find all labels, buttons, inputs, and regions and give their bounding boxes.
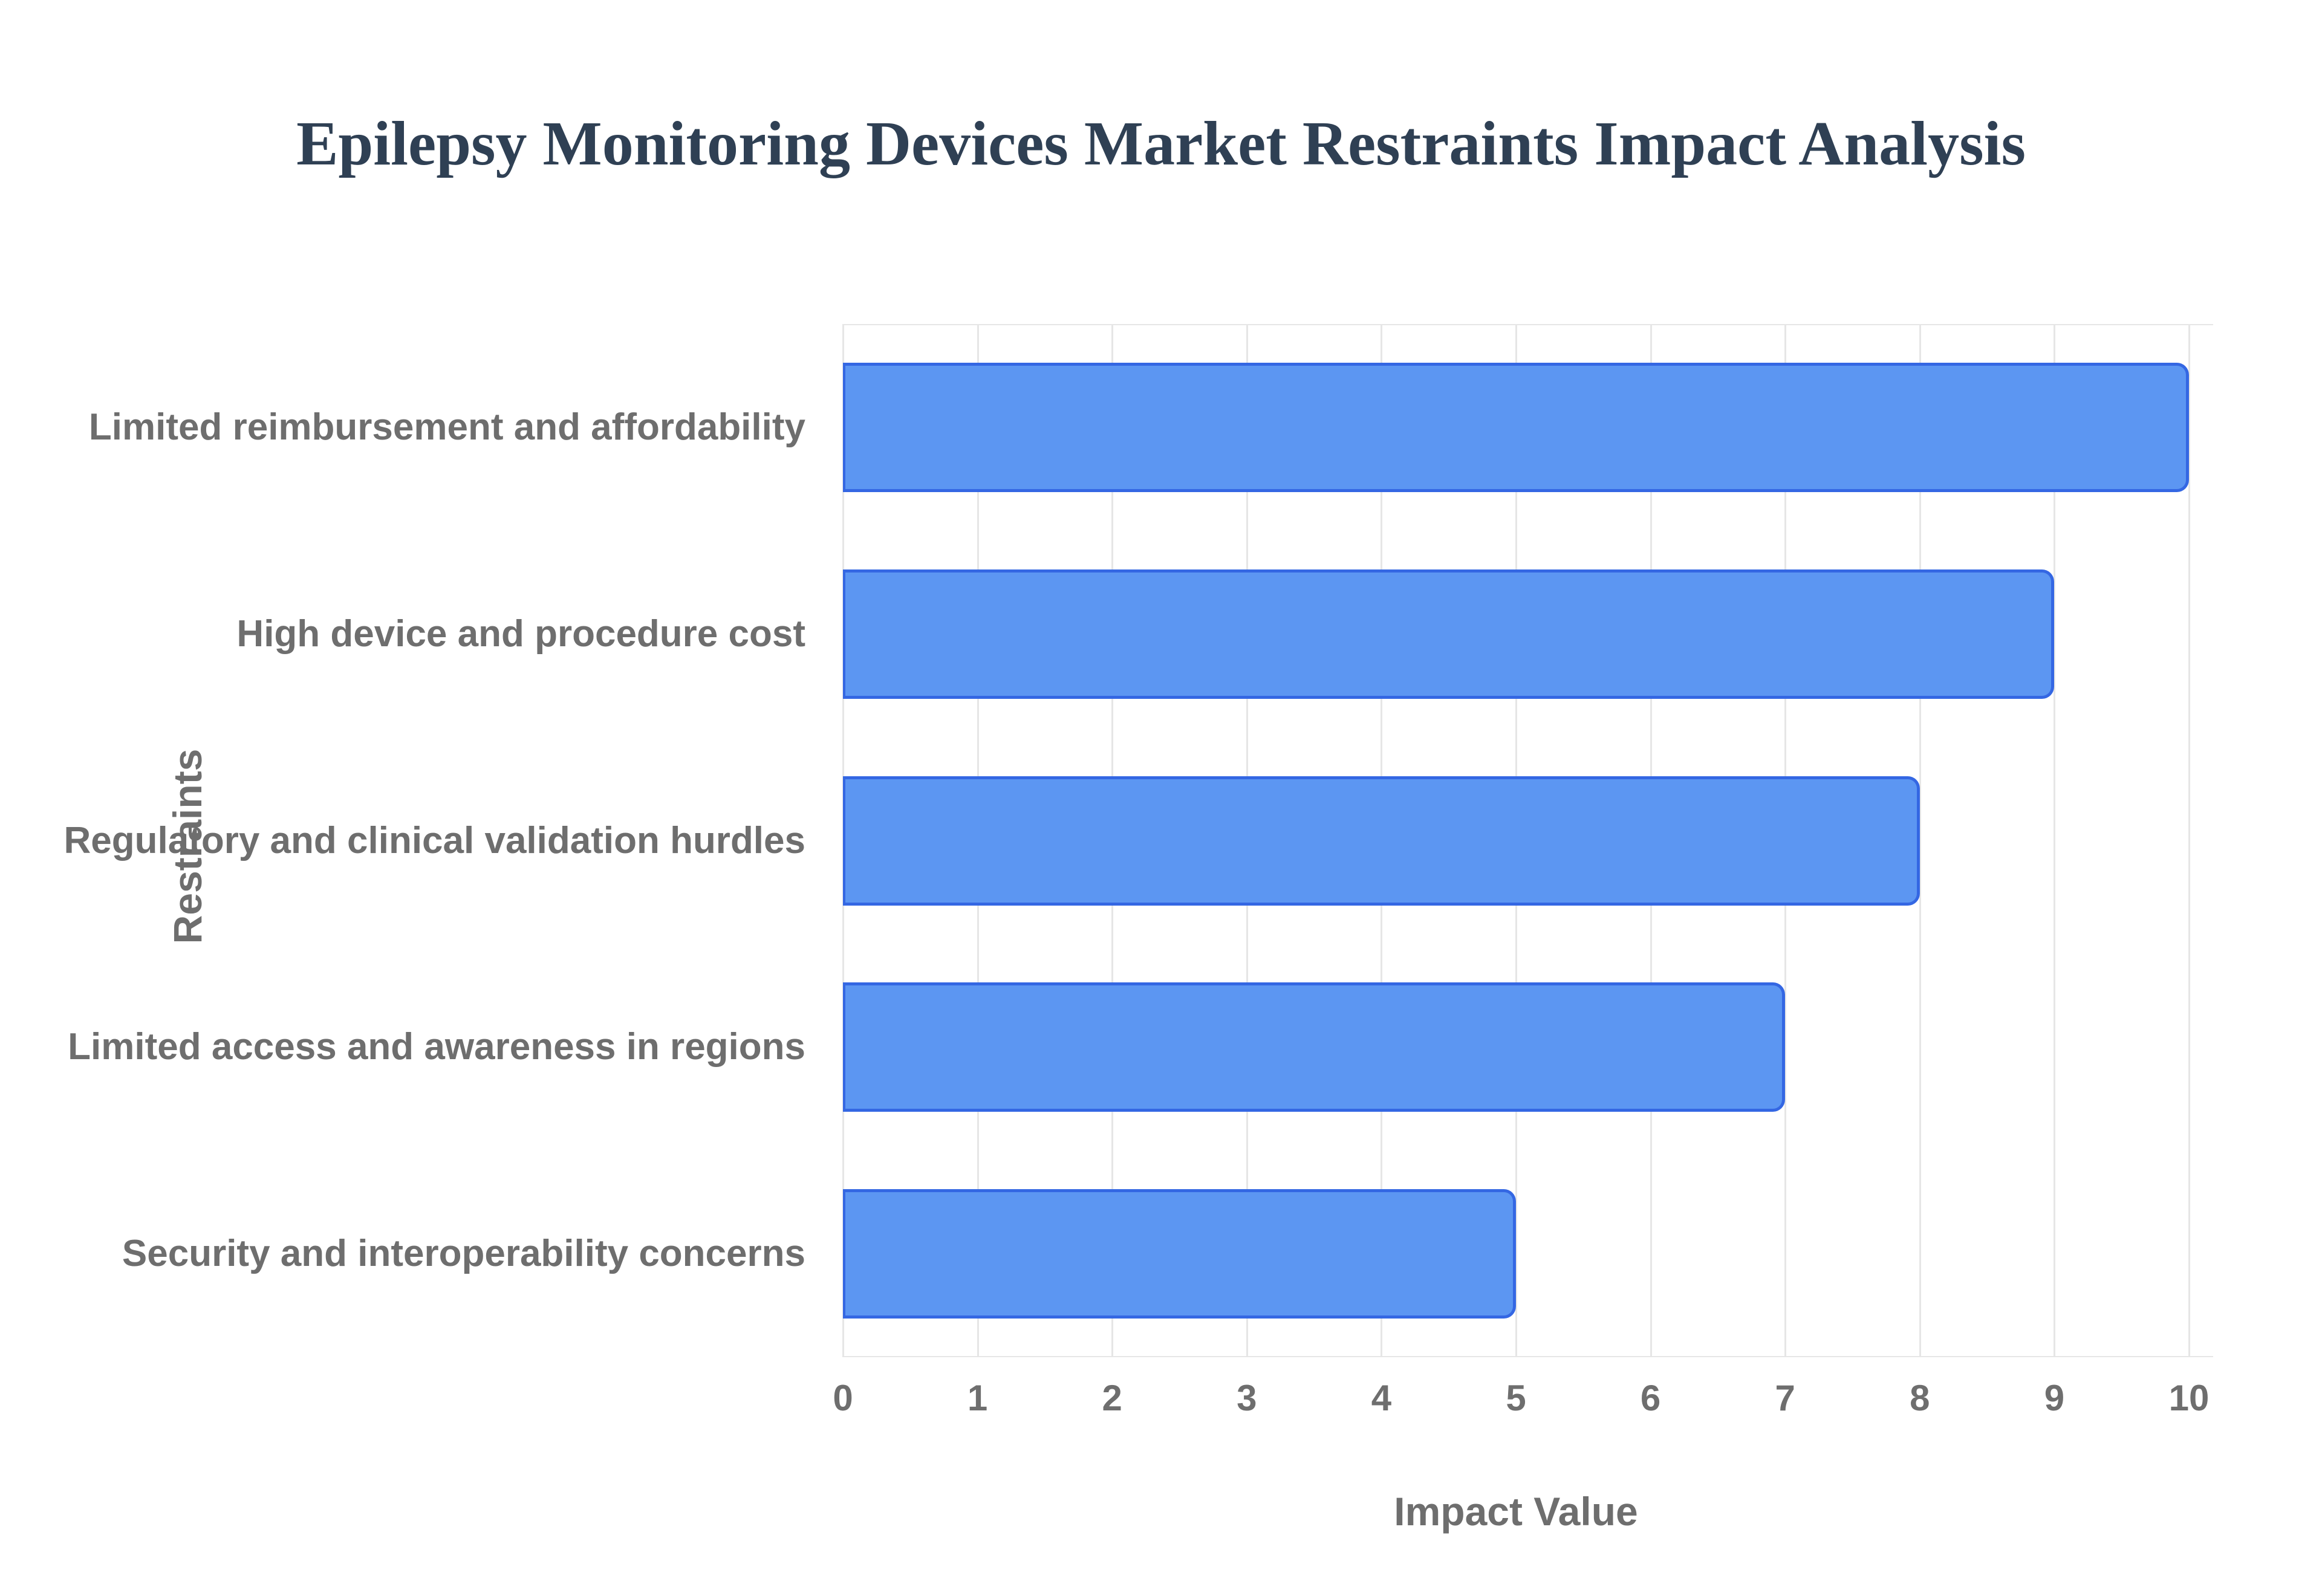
gridline-x-9	[2054, 324, 2056, 1357]
x-axis-line	[843, 1356, 2213, 1357]
gridline-x-10	[2188, 324, 2190, 1357]
bar-4	[843, 982, 1786, 1112]
chart-title: Epilepsy Monitoring Devices Market Restr…	[296, 109, 2026, 178]
x-tick-label-9: 9	[2044, 1378, 2065, 1418]
category-label-5: Security and interoperability concerns	[122, 1233, 805, 1275]
x-axis-ticks: 0 1 2 3 4 5 6 7 8 9 10	[833, 1377, 2213, 1432]
category-label-2: High device and procedure cost	[236, 612, 805, 655]
x-tick-label-2: 2	[1102, 1378, 1122, 1418]
bar-5	[843, 1189, 1516, 1319]
category-label-4: Limited access and awareness in regions	[68, 1026, 805, 1068]
x-tick-label-1: 1	[967, 1378, 988, 1418]
bar-1	[843, 362, 2189, 492]
x-tick-label-6: 6	[1640, 1378, 1661, 1418]
x-tick-label-8: 8	[1910, 1378, 1930, 1418]
x-tick-label-3: 3	[1237, 1378, 1257, 1418]
bar-3	[843, 776, 1920, 906]
category-axis: Limited reimbursement and affordability H…	[0, 324, 813, 1357]
bar-2	[843, 569, 2055, 699]
x-axis-title: Impact Value	[1394, 1489, 1638, 1534]
x-tick-label-10: 10	[2168, 1378, 2210, 1418]
category-label-1: Limited reimbursement and affordability	[88, 406, 805, 449]
gridline-x-8	[1919, 324, 1921, 1357]
plot-top-border	[843, 324, 2213, 325]
x-tick-label-5: 5	[1506, 1378, 1526, 1418]
category-label-3: Regulatory and clinical validation hurdl…	[63, 819, 806, 861]
x-tick-label-0: 0	[833, 1378, 853, 1418]
x-tick-label-4: 4	[1371, 1378, 1392, 1418]
plot-area	[842, 324, 2213, 1357]
x-tick-label-7: 7	[1775, 1378, 1795, 1418]
